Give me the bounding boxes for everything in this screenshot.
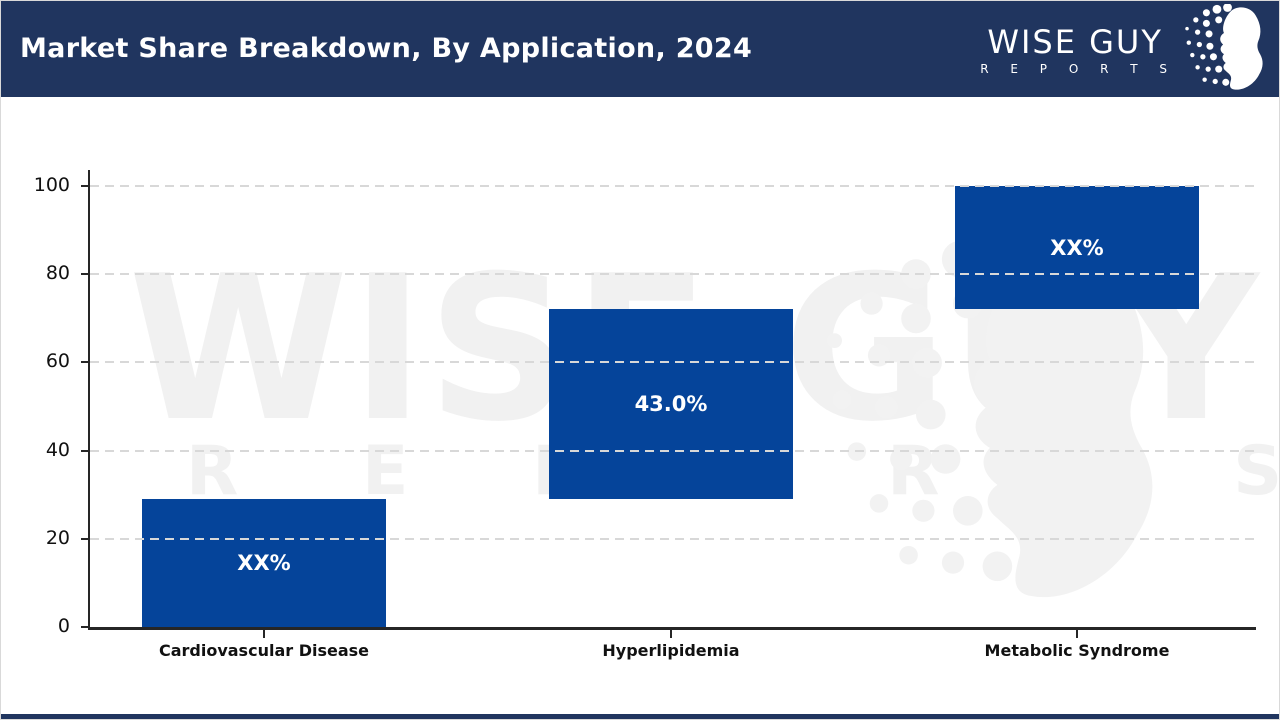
x-tick [263,630,265,638]
y-tick-label: 0 [57,615,70,637]
category-label: Hyperlipidemia [602,641,740,660]
y-tick-label: 80 [45,262,70,285]
y-tick [81,626,89,628]
bar-segment: XX% [955,186,1199,310]
bar-value-label: 43.0% [634,392,708,417]
category-label: Metabolic Syndrome [984,641,1170,660]
y-tick [81,273,89,276]
y-tick-label: 40 [45,438,70,461]
bar-segment: 43.0% [549,309,793,500]
y-tick [81,361,89,364]
brand-logo: WISE GUY R E P O R T S [974,4,1270,92]
bar-segment: XX% [142,499,386,627]
gridline [90,361,1256,364]
brand-logo-text: WISE GUY R E P O R T S [974,26,1176,76]
gridline [90,449,1256,452]
header-bar: Market Share Breakdown, By Application, … [0,0,1280,97]
brand-name: WISE GUY [987,23,1163,62]
x-tick [670,630,672,638]
footer-bar [0,714,1280,720]
y-tick [81,537,89,540]
chart-area: 0 20 40 60 80 100 XX% Cardiovascular Disease 43.… [0,97,1280,714]
gridline [90,537,1256,540]
x-axis [88,627,1256,630]
y-tick [81,185,89,187]
y-tick-label: 60 [45,350,70,373]
gridline [90,185,1256,187]
category-label: Cardiovascular Disease [158,641,370,660]
x-tick [1076,630,1078,638]
bar-value-label: XX% [237,551,291,576]
y-tick-label: 20 [45,526,70,549]
bar-value-label: XX% [1050,235,1104,260]
gridline [90,273,1256,276]
y-axis [88,170,90,629]
y-tick-label: 100 [33,174,70,196]
brand-subname: R E P O R T S [980,61,1176,76]
page-title: Market Share Breakdown, By Application, … [20,33,753,64]
dotted-face-icon [1185,4,1263,90]
y-tick [81,449,89,452]
